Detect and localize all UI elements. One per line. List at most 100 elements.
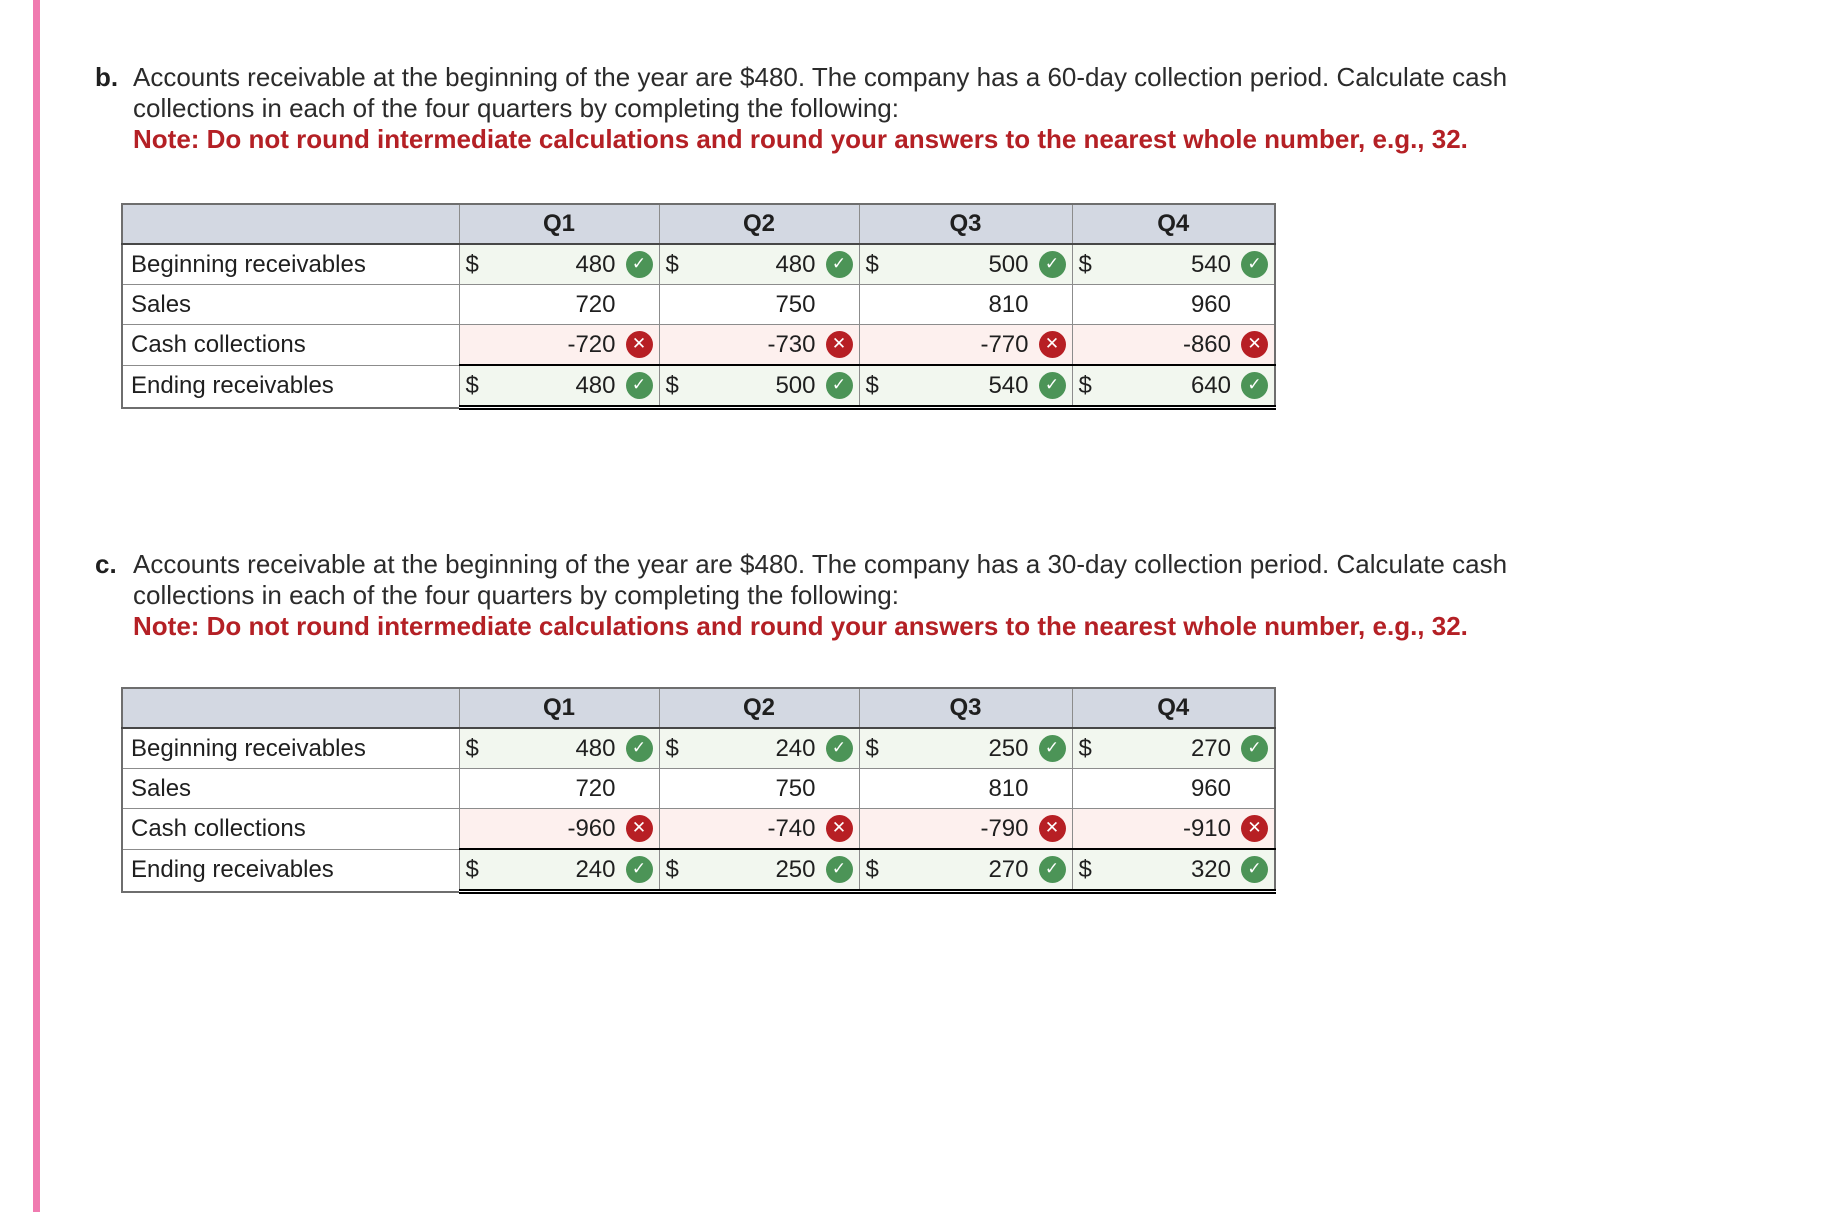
x-icon: ✕ [825,331,853,358]
cell-b-beginning-q4: $ 540 ✓ [1071,243,1276,285]
cell-value: 480 [575,734,616,762]
cell-value: 720 [575,774,616,802]
row-label: Sales [121,284,460,325]
dollar-sign: $ [665,734,679,762]
dollar-sign: $ [1078,250,1092,278]
dollar-sign: $ [465,855,479,883]
check-icon: ✓ [625,735,653,762]
cell-value: -910 [1182,814,1231,842]
cell-b-sales-q3: 810 [858,284,1073,325]
cell-value: 270 [988,855,1029,883]
column-header-q2: Q2 [658,203,860,245]
cell-value: -860 [1182,330,1231,358]
cell-c-cash-q3: -790 ✕ [858,808,1073,850]
dollar-sign: $ [865,250,879,278]
cell-b-cash-q4: -860 ✕ [1071,324,1276,366]
row-label: Beginning receivables [121,727,460,769]
cell-c-sales-q3: 810 [858,768,1073,809]
cell-value: 810 [988,290,1029,318]
x-icon: ✕ [625,815,653,842]
cell-c-cash-q4: -910 ✕ [1071,808,1276,850]
column-header-q3: Q3 [858,687,1073,729]
check-icon: ✓ [1241,372,1268,399]
cell-b-beginning-q3: $ 500 ✓ [858,243,1073,285]
cell-value: -790 [980,814,1029,842]
cell-value: 320 [1190,855,1231,883]
check-icon: ✓ [625,251,653,278]
cell-c-sales-q4: 960 [1071,768,1276,809]
cell-c-ending-q2: $ 250 ✓ [658,848,860,894]
cell-b-ending-q2: $ 500 ✓ [658,364,860,410]
row-label: Ending receivables [121,848,460,892]
row-label: Sales [121,768,460,809]
cell-b-ending-q4: $ 640 ✓ [1071,364,1276,410]
dollar-sign: $ [865,855,879,883]
dollar-sign: $ [1078,734,1092,762]
cell-value: -740 [767,814,816,842]
cell-value: -770 [980,330,1029,358]
table-row-sales: Sales 720 750 810 960 [121,284,1276,325]
table-row-cash-collections: Cash collections -960 ✕ -740 ✕ -790 ✕ -9… [121,808,1276,850]
row-label: Cash collections [121,808,460,850]
table-row-beginning-receivables: Beginning receivables $ 480 ✓ $ 480 ✓ $ … [121,243,1276,285]
cell-value: 810 [988,774,1029,802]
cell-value: 720 [575,290,616,318]
page-accent-bar [33,0,40,1212]
quarterly-table-c: Q1 Q2 Q3 Q4 Beginning receivables $ 480 … [121,687,1276,894]
cell-value: 500 [988,250,1029,278]
cell-c-beginning-q1: $ 480 ✓ [458,727,660,769]
column-header-q1: Q1 [458,687,660,729]
question-c-marker: c. [95,549,117,579]
x-icon: ✕ [625,331,653,358]
question-b-note: Note: Do not round intermediate calculat… [133,124,1468,154]
check-icon: ✓ [1241,856,1268,883]
cell-value: -960 [567,814,616,842]
table-row-beginning-receivables: Beginning receivables $ 480 ✓ $ 240 ✓ $ … [121,727,1276,769]
table-b-header-row: Q1 Q2 Q3 Q4 [121,203,1276,245]
cell-value: 750 [775,290,816,318]
dollar-sign: $ [665,855,679,883]
check-icon: ✓ [1038,735,1066,762]
question-b: b. Accounts receivable at the beginning … [95,62,1595,155]
cell-value: 500 [775,371,816,399]
cell-value: -730 [767,330,816,358]
cell-c-sales-q1: 720 [458,768,660,809]
column-header-q1: Q1 [458,203,660,245]
x-icon: ✕ [1241,331,1268,358]
dollar-sign: $ [1078,371,1092,399]
cell-b-ending-q3: $ 540 ✓ [858,364,1073,410]
dollar-sign: $ [865,734,879,762]
table-b-corner-cell [121,203,460,245]
cell-b-beginning-q2: $ 480 ✓ [658,243,860,285]
check-icon: ✓ [625,856,653,883]
cell-value: 540 [1190,250,1231,278]
check-icon: ✓ [825,856,853,883]
cell-c-beginning-q2: $ 240 ✓ [658,727,860,769]
cell-value: 960 [1190,290,1231,318]
cell-value: 480 [575,371,616,399]
column-header-q4: Q4 [1071,687,1276,729]
cell-value: 480 [775,250,816,278]
cell-c-beginning-q4: $ 270 ✓ [1071,727,1276,769]
check-icon: ✓ [625,372,653,399]
check-icon: ✓ [1038,372,1066,399]
x-icon: ✕ [825,815,853,842]
cell-b-cash-q1: -720 ✕ [458,324,660,366]
cell-b-sales-q4: 960 [1071,284,1276,325]
check-icon: ✓ [825,735,853,762]
cell-value: 240 [575,855,616,883]
column-header-q4: Q4 [1071,203,1276,245]
cell-b-beginning-q1: $ 480 ✓ [458,243,660,285]
cell-b-sales-q2: 750 [658,284,860,325]
cell-value: 250 [775,855,816,883]
question-c: c. Accounts receivable at the beginning … [95,549,1595,642]
cell-c-cash-q1: -960 ✕ [458,808,660,850]
cell-c-ending-q1: $ 240 ✓ [458,848,660,894]
question-b-marker: b. [95,62,119,92]
row-label: Cash collections [121,324,460,366]
cell-value: 480 [575,250,616,278]
column-header-q2: Q2 [658,687,860,729]
table-row-cash-collections: Cash collections -720 ✕ -730 ✕ -770 ✕ -8… [121,324,1276,366]
cell-value: 250 [988,734,1029,762]
cell-value: 750 [775,774,816,802]
